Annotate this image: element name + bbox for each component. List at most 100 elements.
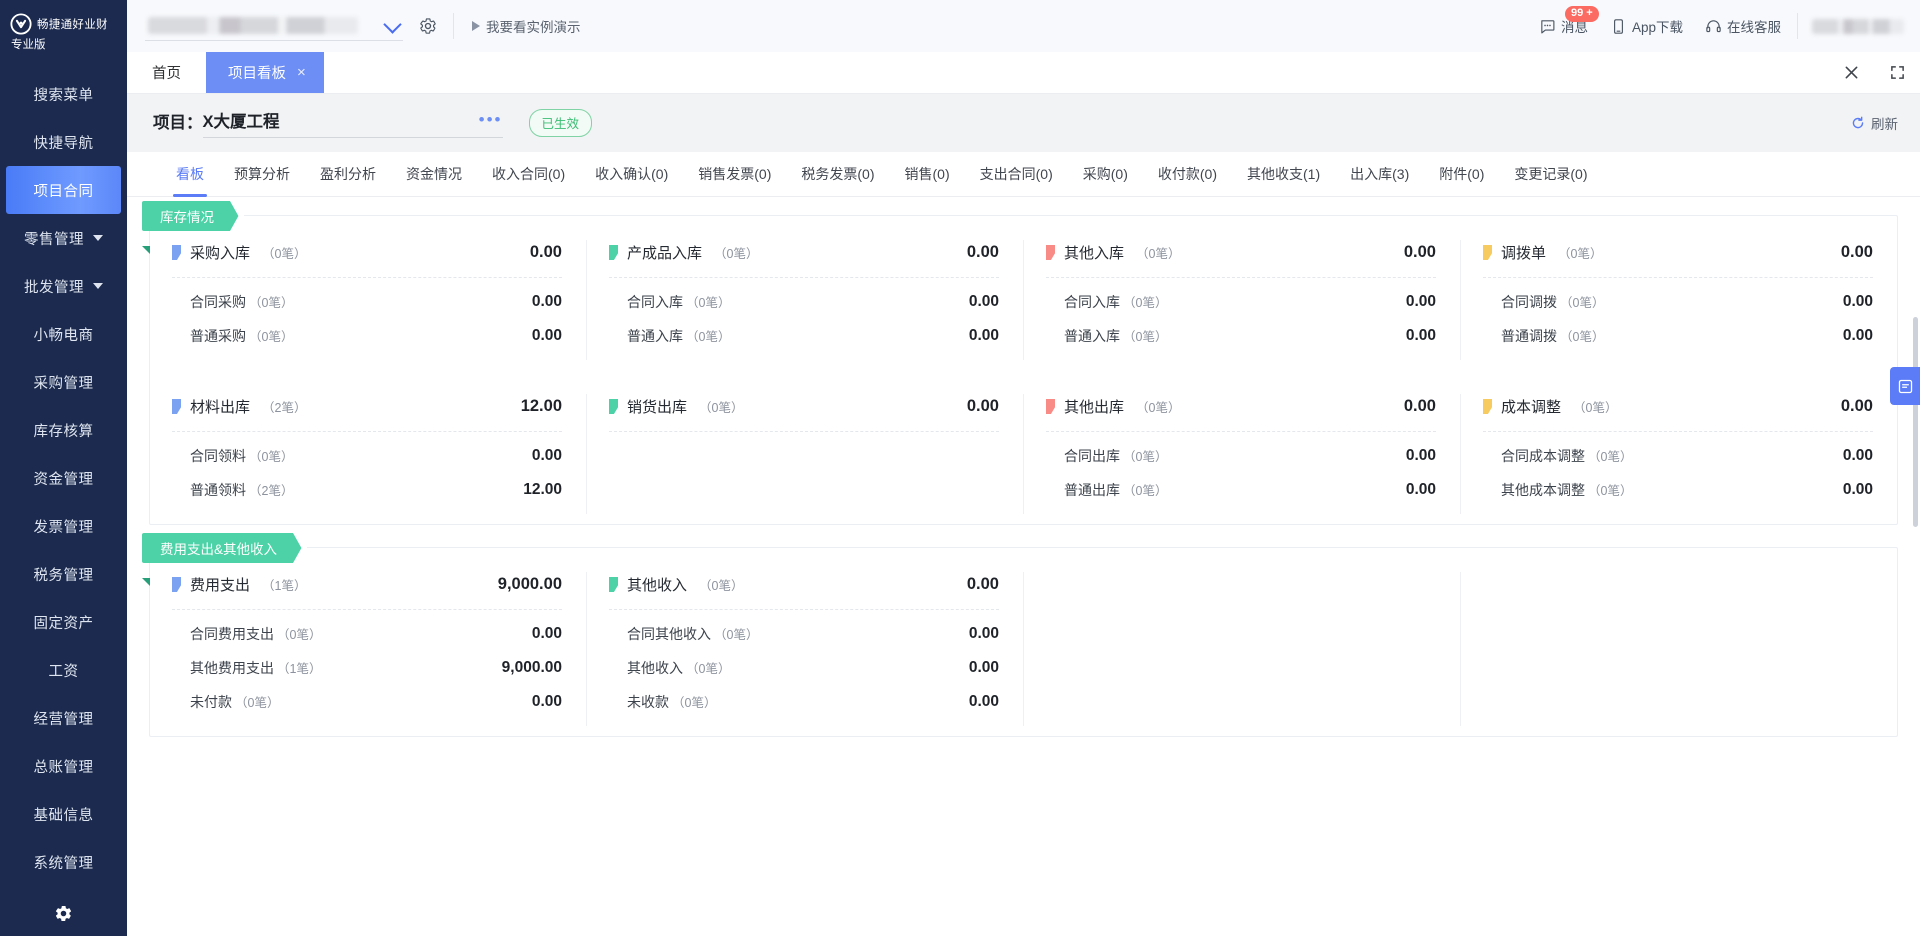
sidebar-item-1[interactable]: 快捷导航 (0, 118, 127, 166)
sidebar-item-7[interactable]: 库存核算 (0, 406, 127, 454)
tab-0[interactable]: 看板 (161, 152, 219, 197)
metric-sub-row[interactable]: 普通调拨 （0笔） 0.00 (1483, 312, 1873, 346)
tab-2[interactable]: 盈利分析 (320, 166, 376, 182)
metric-sub-row[interactable]: 其他成本调整 （0笔） 0.00 (1483, 466, 1873, 500)
metric-count: （0笔） (262, 247, 307, 261)
panel-0: 库存情况 采购入库 （0笔） 0.00 合同采购 （0笔） 0.00 普通采购 （0笔） 0.00… (142, 201, 1898, 525)
metric-sub-row[interactable]: 合同入库 （0笔） 0.00 (609, 278, 999, 312)
sidebar-item-label: 发票管理 (33, 519, 94, 536)
sidebar-item-8[interactable]: 资金管理 (0, 454, 127, 502)
fullscreen-button[interactable] (1874, 52, 1920, 93)
metric-main-row[interactable]: 产成品入库 （0笔） 0.00 (609, 240, 999, 278)
tab-8[interactable]: 销售(0) (904, 166, 950, 182)
sidebar-item-3[interactable]: 零售管理 (0, 214, 127, 262)
refresh-icon (1852, 116, 1864, 129)
sidebar-item-15[interactable]: 基础信息 (0, 790, 127, 838)
metric-sub-row[interactable]: 合同其他收入 （0笔） 0.00 (609, 610, 999, 644)
metric-sub-row[interactable]: 其他收入 （0笔） 0.00 (609, 644, 999, 678)
metric-main-row[interactable]: 销货出库 （0笔） 0.00 (609, 394, 999, 432)
metric-sub-row[interactable]: 其他费用支出 （1笔） 9,000.00 (172, 644, 562, 678)
sidebar-settings-button[interactable] (0, 890, 127, 936)
metric-main-row[interactable]: 材料出库 （2笔） 12.00 (172, 394, 562, 432)
metric-sub-label: 合同采购 (190, 294, 246, 310)
metric-sub-row[interactable]: 合同采购 （0笔） 0.00 (172, 278, 562, 312)
project-more-button[interactable]: ••• (478, 110, 503, 129)
tab-15[interactable]: 变更记录(0) (1514, 166, 1588, 182)
tab-1[interactable]: 预算分析 (234, 166, 290, 182)
chanjet-logo-icon (10, 12, 32, 35)
sidebar-item-13[interactable]: 经营管理 (0, 694, 127, 742)
flag-marker-icon (172, 245, 181, 260)
sidebar-item-2[interactable]: 项目合同 (6, 166, 121, 214)
metric-sub-row[interactable]: 合同入库 （0笔） 0.00 (1046, 278, 1436, 312)
metric-sub-row[interactable]: 合同出库 （0笔） 0.00 (1046, 432, 1436, 466)
headset-icon (1706, 19, 1721, 32)
metric-sub-row[interactable]: 普通入库 （0笔） 0.00 (1046, 312, 1436, 346)
metric-count: （0笔） (1136, 401, 1181, 415)
tab-home[interactable]: 首页 (152, 66, 181, 82)
metric-main-row[interactable]: 费用支出 （1笔） 9,000.00 (172, 572, 562, 610)
sidebar-item-6[interactable]: 采购管理 (0, 358, 127, 406)
metric-sub-count: （0笔） (1123, 450, 1168, 464)
metric-main-row[interactable]: 其他收入 （0笔） 0.00 (609, 572, 999, 610)
metric-sub-left: 其他成本调整 （0笔） (1501, 480, 1632, 500)
close-icon (1845, 66, 1857, 79)
sidebar-item-label: 总账管理 (33, 759, 94, 776)
feedback-widget-button[interactable] (1890, 367, 1920, 405)
metric-sub-left: 未付款 （0笔） (190, 692, 279, 712)
metric-main-row[interactable]: 其他入库 （0笔） 0.00 (1046, 240, 1436, 278)
app-download-button[interactable]: App下载 (1610, 16, 1683, 36)
vertical-scrollbar[interactable] (1913, 317, 1918, 527)
tab-close-icon[interactable]: × (297, 64, 306, 81)
metric-main-row[interactable]: 采购入库 （0笔） 0.00 (172, 240, 562, 278)
metric-sub-row[interactable]: 合同调拨 （0笔） 0.00 (1483, 278, 1873, 312)
tab-5[interactable]: 收入确认(0) (595, 166, 669, 182)
sidebar-item-10[interactable]: 税务管理 (0, 550, 127, 598)
tab-6[interactable]: 销售发票(0) (698, 166, 772, 182)
tab-13[interactable]: 出入库(3) (1350, 166, 1410, 182)
tab-7[interactable]: 税务发票(0) (801, 166, 875, 182)
tab-project-board[interactable]: 项目看板 × (206, 52, 324, 93)
tab-4[interactable]: 收入合同(0) (492, 166, 566, 182)
metric-sub-row[interactable]: 普通入库 （0笔） 0.00 (609, 312, 999, 346)
messages-button[interactable]: 消息 99 + (1539, 6, 1599, 36)
metric-sub-row[interactable]: 未付款 （0笔） 0.00 (172, 678, 562, 712)
user-name[interactable] (1812, 18, 1904, 34)
metric-sub-row[interactable]: 合同成本调整 （0笔） 0.00 (1483, 432, 1873, 466)
refresh-button[interactable]: 刷新 (1851, 113, 1898, 133)
sidebar-item-12[interactable]: 工资 (0, 646, 127, 694)
metric-label: 费用支出 (190, 577, 251, 594)
tab-12[interactable]: 其他收支(1) (1247, 166, 1321, 182)
metric-main-row[interactable]: 其他出库 （0笔） 0.00 (1046, 394, 1436, 432)
sidebar-item-14[interactable]: 总账管理 (0, 742, 127, 790)
metric-sub-row[interactable]: 未收款 （0笔） 0.00 (609, 678, 999, 712)
project-name-field[interactable]: X大厦工程 ••• (202, 108, 503, 138)
tab-9[interactable]: 支出合同(0) (979, 166, 1053, 182)
tab-10[interactable]: 采购(0) (1082, 166, 1128, 182)
sidebar-item-4[interactable]: 批发管理 (0, 262, 127, 310)
panels-scroll-area[interactable]: 库存情况 采购入库 （0笔） 0.00 合同采购 （0笔） 0.00 普通采购 （0笔） 0.00… (127, 197, 1920, 936)
sidebar-item-5[interactable]: 小畅电商 (0, 310, 127, 358)
sidebar-item-9[interactable]: 发票管理 (0, 502, 127, 550)
sidebar-item-0[interactable]: 搜索菜单 (0, 70, 127, 118)
metric-sub-row[interactable]: 合同领料 （0笔） 0.00 (172, 432, 562, 466)
metric-sub-row[interactable]: 普通采购 （0笔） 0.00 (172, 312, 562, 346)
panel-row: 采购入库 （0笔） 0.00 合同采购 （0笔） 0.00 普通采购 （0笔） 0.00 产成品入… (150, 216, 1897, 370)
tab-14[interactable]: 附件(0) (1439, 166, 1485, 182)
tab-11[interactable]: 收付款(0) (1157, 166, 1217, 182)
topbar-settings-button[interactable] (419, 17, 437, 35)
tab-3[interactable]: 资金情况 (406, 166, 462, 182)
metric-sub-left: 合同采购 （0笔） (190, 292, 293, 312)
demo-link[interactable]: 我要看实例演示 (472, 16, 581, 36)
metric-sub-row[interactable]: 普通领料 （2笔） 12.00 (172, 466, 562, 500)
close-window-button[interactable] (1828, 52, 1874, 93)
metric-main-row[interactable]: 调拨单 （0笔） 0.00 (1483, 240, 1873, 278)
metric-main-row[interactable]: 成本调整 （0笔） 0.00 (1483, 394, 1873, 432)
metric-sub-row[interactable]: 普通出库 （0笔） 0.00 (1046, 466, 1436, 500)
sidebar-item-11[interactable]: 固定资产 (0, 598, 127, 646)
org-selector[interactable] (145, 11, 403, 41)
online-support-button[interactable]: 在线客服 (1705, 16, 1781, 36)
metric-main-left: 材料出库 （2笔） (172, 396, 306, 417)
metric-sub-row[interactable]: 合同费用支出 （0笔） 0.00 (172, 610, 562, 644)
sidebar-item-16[interactable]: 系统管理 (0, 838, 127, 886)
